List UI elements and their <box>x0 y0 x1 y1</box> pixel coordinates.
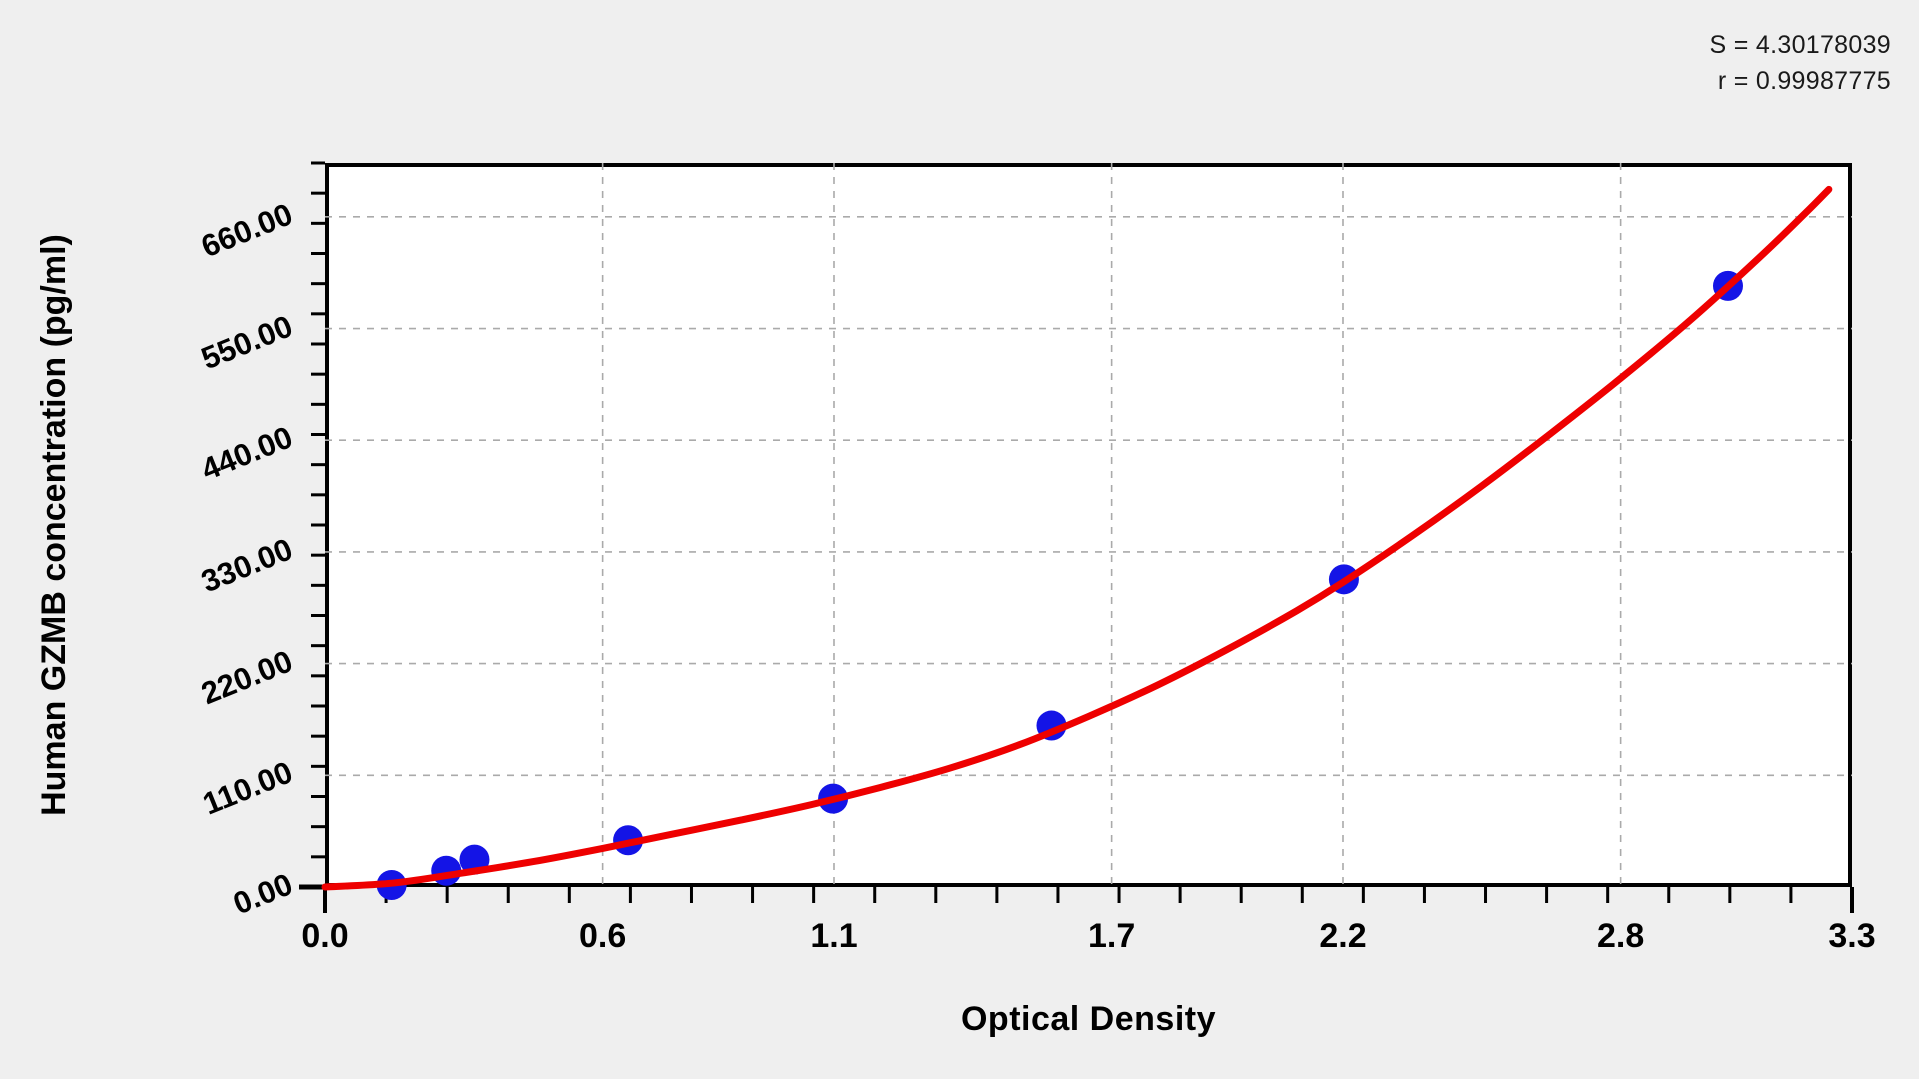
x-tick-label: 2.8 <box>1596 917 1645 955</box>
y-axis-title: Human GZMB concentration (pg/ml) <box>34 234 73 816</box>
x-axis-title: Optical Density <box>960 1000 1216 1038</box>
y-tick-label: 110.00 <box>197 754 298 822</box>
x-tick-label: 2.2 <box>1319 917 1367 955</box>
x-tick-label: 0.6 <box>578 917 627 955</box>
y-tick-label: 550.00 <box>196 307 298 376</box>
y-tick-label: 0.00 <box>228 866 298 922</box>
x-tick-label: 1.7 <box>1087 917 1136 955</box>
y-tick-label: 440.00 <box>196 419 298 488</box>
x-tick-label: 1.1 <box>810 917 858 955</box>
y-tick-label: 660.00 <box>196 196 298 265</box>
fitted-curve <box>321 185 1833 891</box>
y-tick-label: 330.00 <box>196 531 298 600</box>
plot-area <box>325 163 1852 887</box>
r-value-text: r = 0.99987775 <box>1717 66 1891 95</box>
data-point-group <box>376 270 1743 900</box>
gridlines <box>325 163 1852 887</box>
axis-ticks <box>299 161 1854 913</box>
x-tick-label: 0.0 <box>301 917 349 955</box>
x-tick-label: 3.3 <box>1828 917 1876 955</box>
statistics-annotation: S = 4.30178039 r = 0.99987775 <box>1710 28 1891 99</box>
s-value-text: S = 4.30178039 <box>1709 31 1891 59</box>
plot-canvas <box>299 161 1854 913</box>
y-tick-label: 220.00 <box>196 642 298 711</box>
